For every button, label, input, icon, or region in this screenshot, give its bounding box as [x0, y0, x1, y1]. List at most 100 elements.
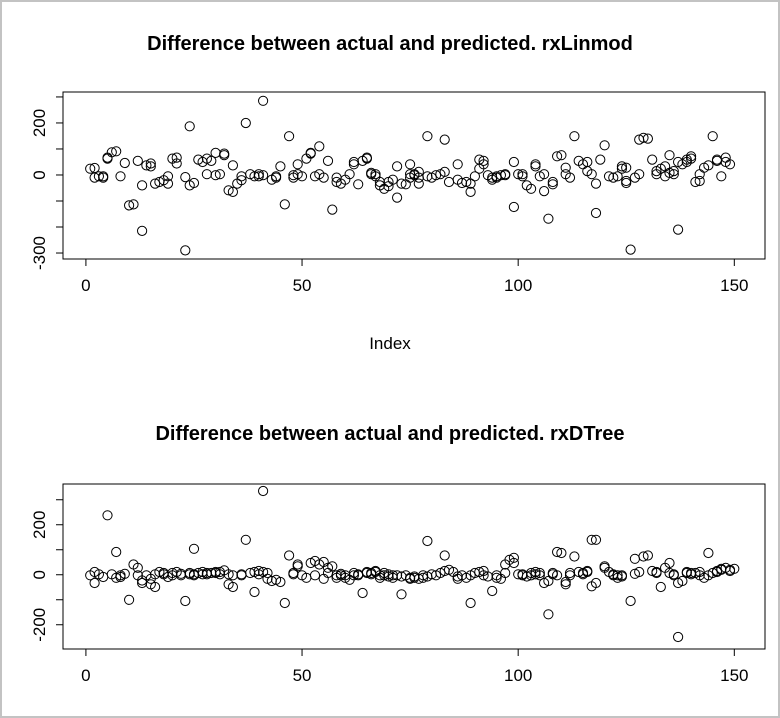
data-point — [348, 159, 359, 170]
data-point — [647, 154, 658, 165]
data-point — [314, 141, 325, 152]
data-point — [85, 163, 96, 174]
data-point — [322, 155, 334, 166]
data-point — [616, 163, 628, 174]
data-point — [500, 567, 511, 579]
data-point — [322, 562, 334, 573]
data-point — [98, 171, 109, 182]
data-point — [288, 170, 299, 181]
data-point — [556, 547, 567, 559]
data-point — [534, 570, 545, 581]
data-point — [430, 170, 442, 181]
data-point — [530, 159, 541, 170]
data-point — [111, 546, 122, 558]
x-tick-label: 150 — [720, 666, 748, 685]
data-point — [392, 192, 403, 203]
data-point — [694, 175, 705, 187]
data-point — [625, 244, 636, 255]
data-point — [124, 200, 135, 211]
data-point — [621, 162, 632, 173]
data-point — [361, 153, 372, 164]
data-point — [327, 204, 338, 215]
data-point — [612, 171, 623, 182]
data-point — [599, 140, 610, 151]
data-point — [227, 160, 238, 171]
data-point — [309, 570, 321, 581]
data-point — [491, 572, 502, 583]
y-tick-label: -200 — [30, 608, 49, 642]
data-point — [638, 551, 649, 562]
data-point — [392, 570, 403, 581]
data-point — [612, 570, 623, 581]
x-tick-label: 150 — [720, 276, 748, 295]
data-point — [625, 595, 636, 607]
data-point — [590, 534, 602, 545]
data-point — [253, 171, 264, 182]
data-point — [348, 156, 359, 168]
data-point — [465, 597, 476, 609]
data-point — [219, 150, 230, 161]
data-point — [547, 176, 558, 188]
data-point — [590, 577, 602, 589]
data-point — [292, 561, 303, 572]
data-point — [124, 594, 135, 605]
data-point — [668, 166, 679, 177]
data-point — [668, 569, 679, 580]
data-point — [318, 172, 329, 183]
data-point — [500, 169, 511, 180]
data-point — [686, 151, 697, 162]
data-point — [724, 159, 736, 170]
data-point — [582, 156, 593, 168]
data-point — [93, 171, 105, 182]
data-point — [634, 169, 645, 180]
data-point — [668, 169, 679, 180]
data-point — [258, 95, 269, 106]
data-point — [119, 568, 130, 579]
data-point — [629, 553, 641, 564]
data-point — [465, 186, 476, 197]
data-point — [387, 174, 398, 185]
data-point — [552, 546, 563, 558]
data-point — [210, 147, 221, 158]
data-point — [396, 178, 407, 189]
plot1-title: Difference between actual and predicted.… — [147, 33, 633, 55]
data-point — [262, 567, 273, 579]
data-point — [616, 570, 628, 581]
data-point — [552, 151, 563, 162]
data-point — [162, 178, 174, 189]
data-point — [634, 566, 645, 578]
data-point — [422, 171, 433, 182]
data-point — [128, 199, 139, 210]
data-point — [569, 131, 580, 142]
data-point — [508, 557, 519, 569]
data-point — [590, 207, 602, 219]
data-point — [621, 177, 632, 189]
data-point — [271, 171, 282, 182]
data-point — [258, 170, 269, 181]
data-point — [418, 572, 429, 583]
data-point — [137, 180, 148, 191]
data-point — [188, 177, 200, 189]
data-point — [690, 176, 701, 188]
data-point — [214, 169, 225, 180]
plot-box — [62, 91, 766, 260]
y-tick-label: 0 — [30, 570, 49, 579]
data-point — [275, 161, 286, 172]
data-point — [240, 534, 251, 545]
data-point — [608, 172, 619, 183]
data-point — [439, 550, 450, 561]
x-tick-label: 100 — [504, 276, 532, 295]
data-point — [150, 581, 161, 593]
data-point — [478, 570, 489, 581]
plot2-title: Difference between actual and predicted.… — [155, 423, 625, 445]
data-point — [439, 565, 450, 577]
x-tick-label: 0 — [81, 666, 90, 685]
data-point — [180, 172, 191, 183]
data-point — [539, 169, 550, 180]
data-point — [275, 576, 286, 588]
data-point — [357, 587, 368, 599]
data-point — [344, 169, 355, 180]
y-tick-label: 200 — [30, 511, 49, 539]
data-point — [145, 161, 156, 172]
data-point — [539, 186, 550, 197]
